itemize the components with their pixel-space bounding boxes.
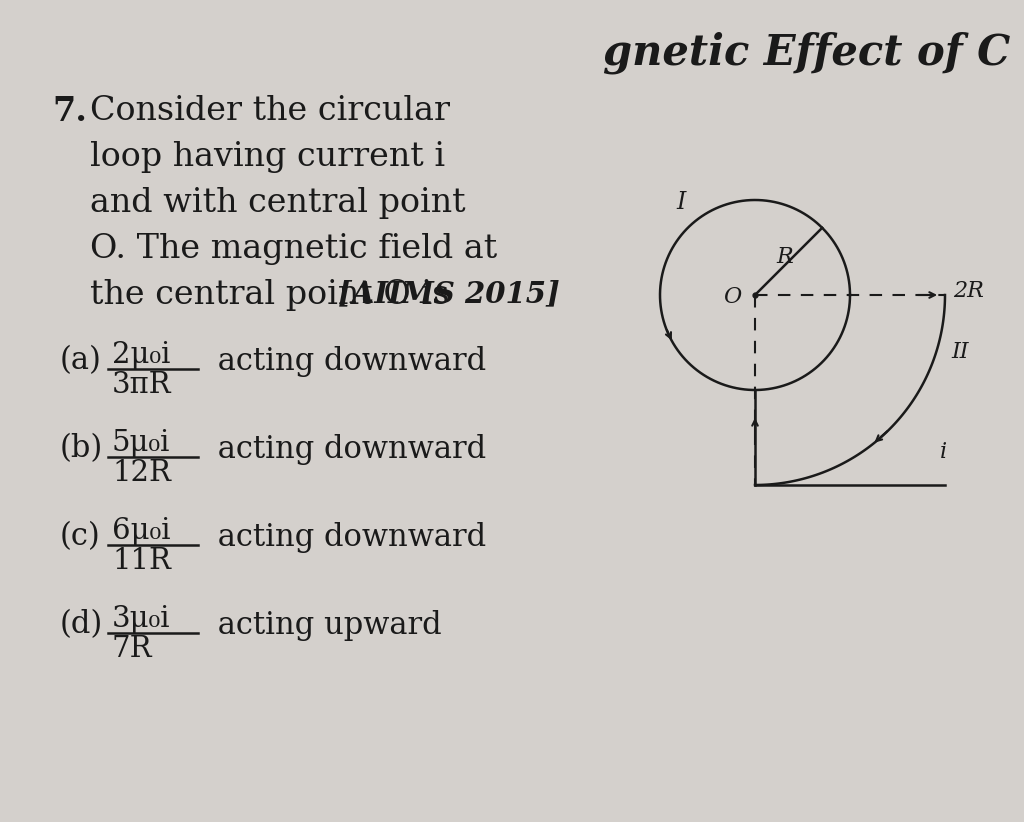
Text: (c): (c) [60,521,100,552]
Text: the central point O is: the central point O is [90,279,450,311]
Text: acting downward: acting downward [208,521,486,552]
Text: acting downward: acting downward [208,345,486,376]
Text: II: II [951,341,969,363]
Text: gnetic Effect of C: gnetic Effect of C [603,32,1010,75]
Text: (d): (d) [60,609,103,640]
Text: [AIIMS 2015]: [AIIMS 2015] [338,279,560,308]
Text: 7R: 7R [112,635,153,663]
Text: I: I [677,192,686,215]
Text: loop having current i: loop having current i [90,141,445,173]
Text: and with central point: and with central point [90,187,466,219]
Text: 5μ₀i: 5μ₀i [112,429,170,457]
Text: (b): (b) [60,433,103,464]
Text: 11R: 11R [112,547,171,575]
Text: 2μ₀i: 2μ₀i [112,341,170,369]
Text: Consider the circular: Consider the circular [90,95,450,127]
Text: R: R [776,246,794,268]
Text: 2R: 2R [953,280,984,302]
Text: 7.: 7. [52,95,87,128]
Text: (a): (a) [60,345,101,376]
Text: i: i [940,441,947,463]
Text: 6μ₀i: 6μ₀i [112,517,171,545]
Text: 12R: 12R [112,459,171,487]
Text: 3πR: 3πR [112,371,172,399]
Text: O. The magnetic field at: O. The magnetic field at [90,233,498,265]
Text: 3μ₀i: 3μ₀i [112,605,171,633]
Text: acting downward: acting downward [208,433,486,464]
Text: acting upward: acting upward [208,609,441,640]
Text: O: O [723,286,741,308]
